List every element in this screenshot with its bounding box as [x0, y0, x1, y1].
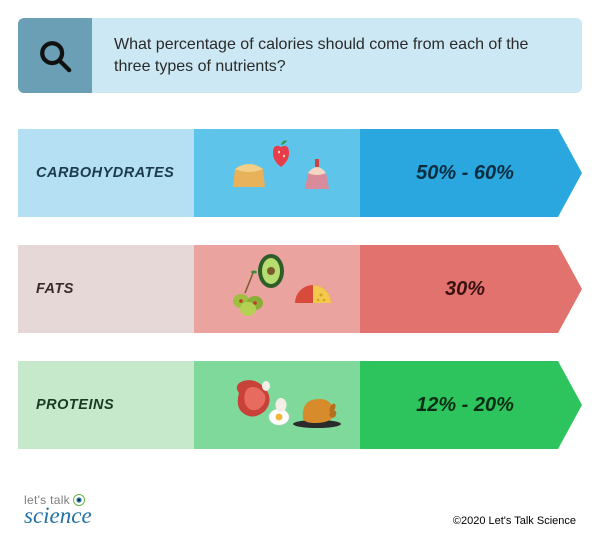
- logo-bottom-text: science: [24, 506, 92, 527]
- question-text: What percentage of calories should come …: [92, 18, 582, 93]
- row-label-segment: FATS: [18, 245, 218, 333]
- row-icons-segment: [194, 361, 384, 449]
- nutrient-percentage: 50% - 60%: [360, 129, 582, 217]
- row-icons-segment: [194, 129, 384, 217]
- food-icons: [194, 129, 384, 217]
- footer: let's talk science ©2020 Let's Talk Scie…: [24, 494, 576, 527]
- copyright: ©2020 Let's Talk Science: [453, 515, 576, 527]
- nutrient-label: FATS: [18, 245, 218, 333]
- nutrient-label: PROTEINS: [18, 361, 218, 449]
- nutrient-percentage: 12% - 20%: [360, 361, 582, 449]
- row-label-segment: CARBOHYDRATES: [18, 129, 218, 217]
- nutrient-row: PROTEINS 12% - 20%: [18, 361, 582, 449]
- nutrient-rows: CARBOHYDRATES: [18, 129, 582, 449]
- search-icon: [38, 39, 72, 73]
- row-icons-segment: [194, 245, 384, 333]
- row-value-segment: 12% - 20%: [360, 361, 582, 449]
- row-value-segment: 30%: [360, 245, 582, 333]
- nutrient-row: FATS: [18, 245, 582, 333]
- nutrient-row: CARBOHYDRATES: [18, 129, 582, 217]
- row-label-segment: PROTEINS: [18, 361, 218, 449]
- search-icon-container: [18, 18, 92, 93]
- food-icons: [194, 361, 384, 449]
- nutrient-percentage: 30%: [360, 245, 582, 333]
- logo: let's talk science: [24, 494, 92, 527]
- nutrient-label: CARBOHYDRATES: [18, 129, 218, 217]
- food-icons: [194, 245, 384, 333]
- question-header: What percentage of calories should come …: [18, 18, 582, 93]
- row-value-segment: 50% - 60%: [360, 129, 582, 217]
